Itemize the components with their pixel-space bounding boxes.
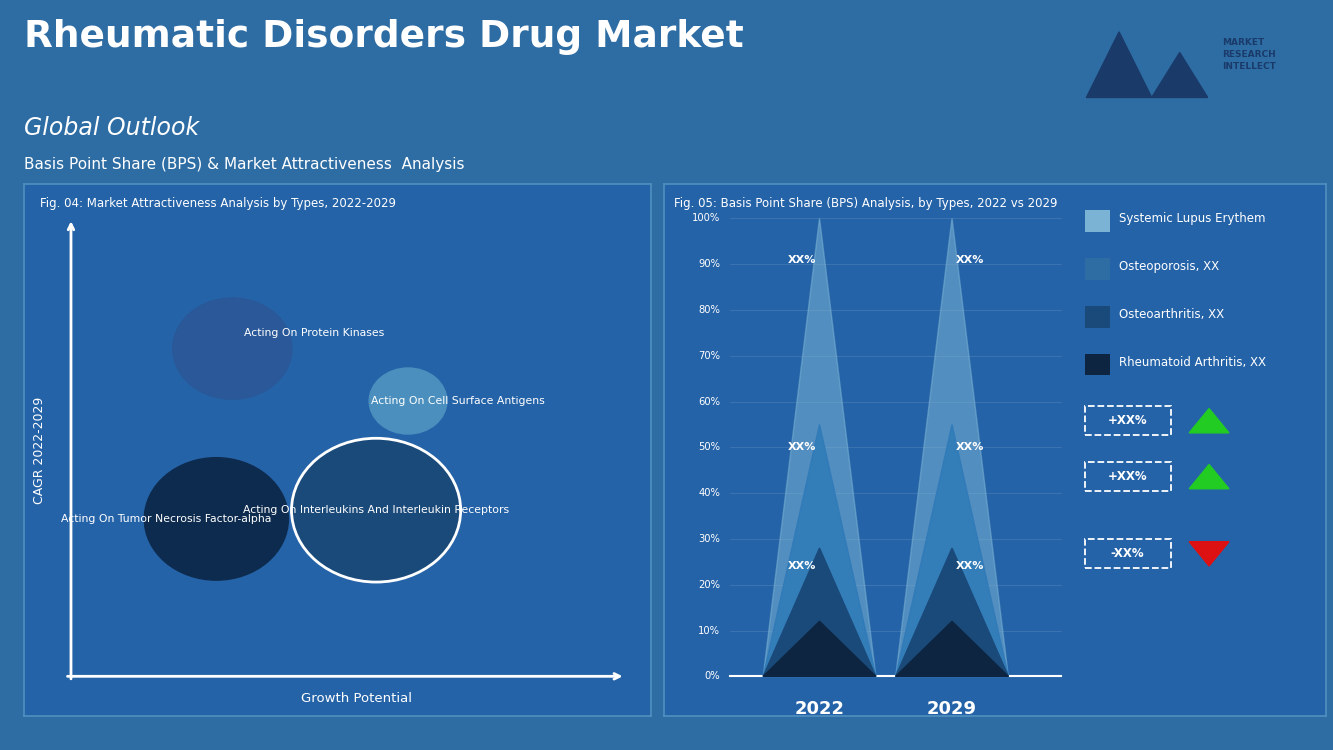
Polygon shape xyxy=(764,218,876,676)
Text: Fig. 04: Market Attractiveness Analysis by Types, 2022-2029: Fig. 04: Market Attractiveness Analysis … xyxy=(40,197,396,210)
Text: XX%: XX% xyxy=(956,254,984,265)
Circle shape xyxy=(173,298,292,399)
Text: Systemic Lupus Erythem: Systemic Lupus Erythem xyxy=(1118,211,1265,225)
Text: Growth Potential: Growth Potential xyxy=(300,692,412,704)
Text: Acting On Interleukins And Interleukin Receptors: Acting On Interleukins And Interleukin R… xyxy=(243,506,509,515)
Text: XX%: XX% xyxy=(788,562,816,572)
Text: 70%: 70% xyxy=(698,351,720,361)
Polygon shape xyxy=(896,548,1008,676)
Text: 0%: 0% xyxy=(705,671,720,681)
Text: -XX%: -XX% xyxy=(1110,548,1145,560)
Text: XX%: XX% xyxy=(956,562,984,572)
Text: 90%: 90% xyxy=(698,260,720,269)
Text: CAGR 2022-2029: CAGR 2022-2029 xyxy=(33,396,47,504)
Text: 2022: 2022 xyxy=(794,700,845,718)
Text: Rheumatic Disorders Drug Market: Rheumatic Disorders Drug Market xyxy=(24,19,744,55)
Circle shape xyxy=(292,438,461,582)
Text: Basis Point Share (BPS) & Market Attractiveness  Analysis: Basis Point Share (BPS) & Market Attract… xyxy=(24,158,464,172)
Polygon shape xyxy=(1189,409,1229,433)
Text: +XX%: +XX% xyxy=(1108,470,1148,483)
FancyBboxPatch shape xyxy=(1085,306,1109,328)
Text: 40%: 40% xyxy=(698,488,720,498)
Text: 30%: 30% xyxy=(698,534,720,544)
Text: 60%: 60% xyxy=(698,397,720,406)
FancyBboxPatch shape xyxy=(1085,210,1109,232)
Text: Global Outlook: Global Outlook xyxy=(24,116,199,140)
Text: Osteoarthritis, XX: Osteoarthritis, XX xyxy=(1118,308,1224,321)
Text: 80%: 80% xyxy=(698,305,720,315)
Text: 100%: 100% xyxy=(692,213,720,223)
Text: 20%: 20% xyxy=(698,580,720,590)
Circle shape xyxy=(369,368,447,434)
Polygon shape xyxy=(896,424,1008,676)
Text: +XX%: +XX% xyxy=(1108,414,1148,428)
Text: Rheumatoid Arthritis, XX: Rheumatoid Arthritis, XX xyxy=(1118,356,1266,369)
Text: 50%: 50% xyxy=(698,442,720,452)
Text: 2029: 2029 xyxy=(926,700,977,718)
Text: Acting On Tumor Necrosis Factor-alpha: Acting On Tumor Necrosis Factor-alpha xyxy=(61,514,272,524)
FancyBboxPatch shape xyxy=(1085,354,1109,376)
Polygon shape xyxy=(764,621,876,676)
Polygon shape xyxy=(1152,53,1208,98)
FancyBboxPatch shape xyxy=(1085,258,1109,280)
Circle shape xyxy=(144,458,288,580)
Text: XX%: XX% xyxy=(788,254,816,265)
Polygon shape xyxy=(1086,32,1152,98)
Text: Osteoporosis, XX: Osteoporosis, XX xyxy=(1118,260,1220,273)
Polygon shape xyxy=(896,621,1008,676)
Polygon shape xyxy=(896,218,1008,676)
Text: 10%: 10% xyxy=(698,626,720,635)
Polygon shape xyxy=(1189,542,1229,566)
Text: Fig. 05: Basis Point Share (BPS) Analysis, by Types, 2022 vs 2029: Fig. 05: Basis Point Share (BPS) Analysi… xyxy=(673,197,1057,210)
Polygon shape xyxy=(1189,464,1229,489)
Text: XX%: XX% xyxy=(956,442,984,452)
Polygon shape xyxy=(764,424,876,676)
Polygon shape xyxy=(764,548,876,676)
Text: XX%: XX% xyxy=(788,442,816,452)
Text: Acting On Cell Surface Antigens: Acting On Cell Surface Antigens xyxy=(372,396,545,406)
Text: MARKET
RESEARCH
INTELLECT: MARKET RESEARCH INTELLECT xyxy=(1222,38,1276,71)
Text: Acting On Protein Kinases: Acting On Protein Kinases xyxy=(244,328,384,338)
